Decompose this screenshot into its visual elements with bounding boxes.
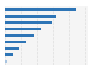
Bar [5, 34, 34, 37]
Bar [5, 21, 52, 24]
Bar [5, 47, 20, 50]
Bar [5, 8, 76, 11]
Bar [5, 41, 26, 43]
Bar [5, 60, 7, 63]
Bar [5, 15, 56, 18]
Bar [5, 53, 13, 56]
Bar [5, 28, 41, 30]
